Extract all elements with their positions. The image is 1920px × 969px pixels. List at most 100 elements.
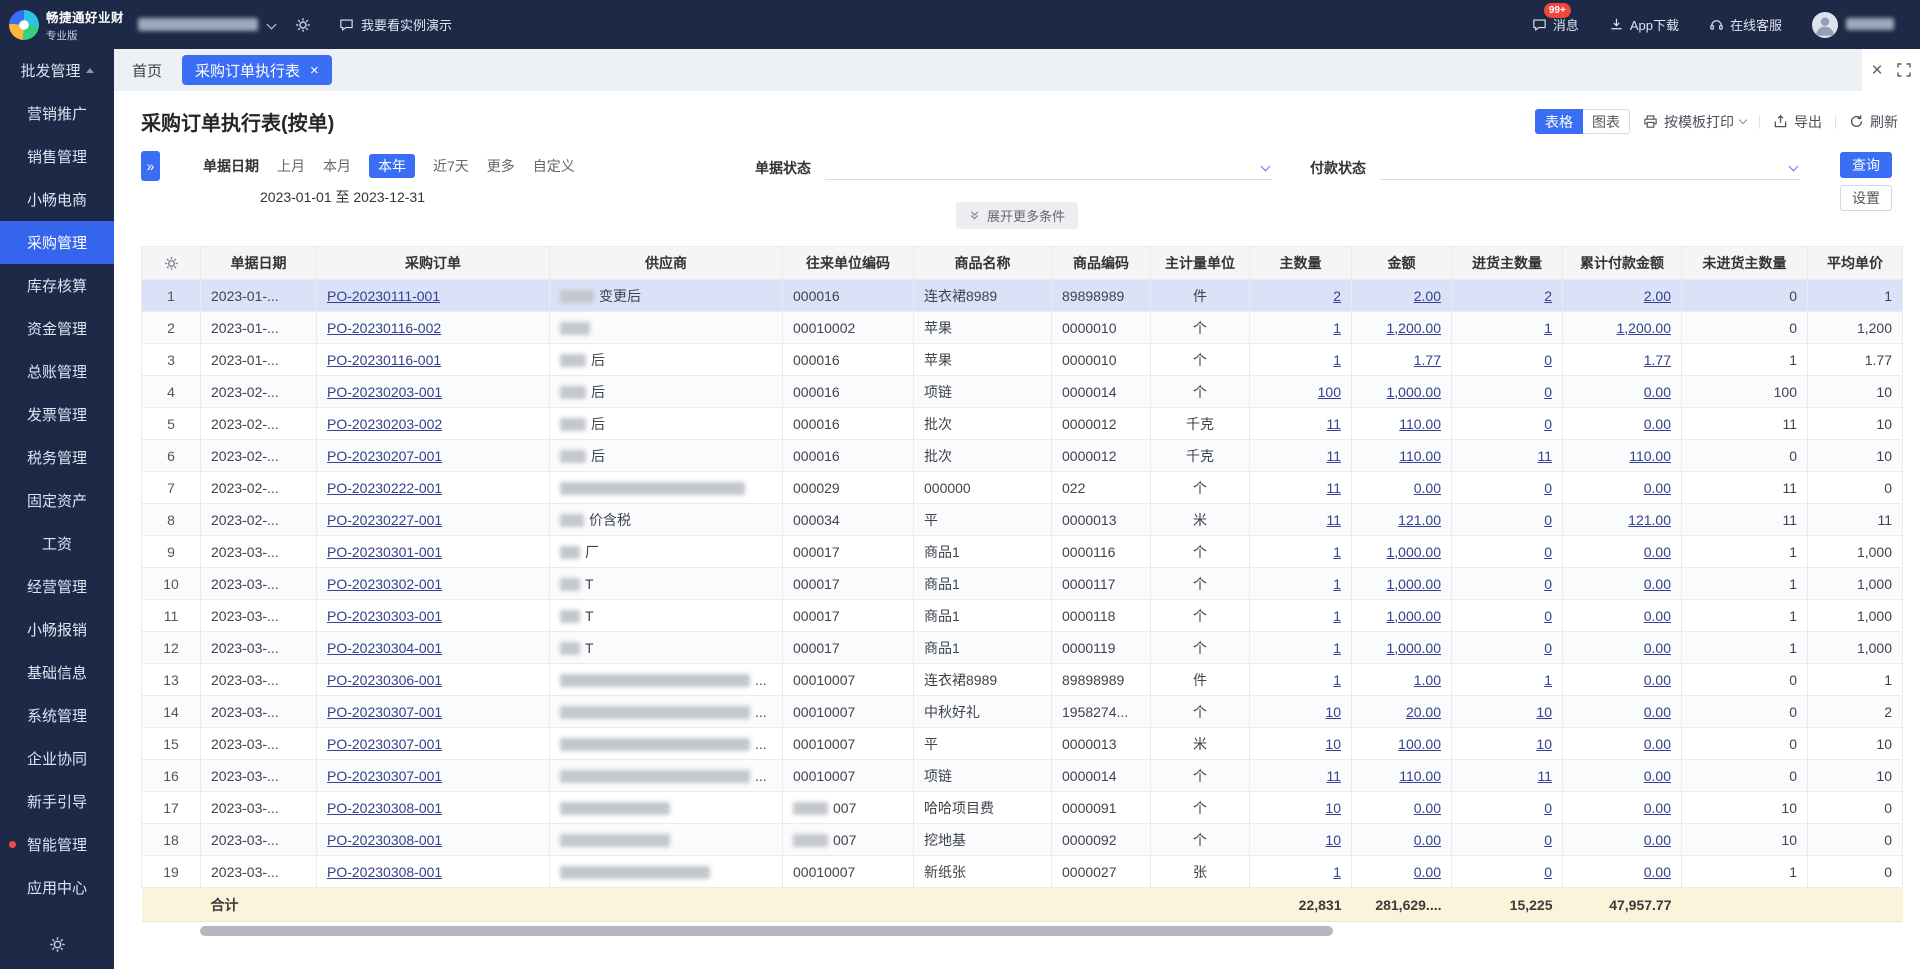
column-header-0[interactable]: 单据日期 [200,246,317,280]
date-option-3[interactable]: 近7天 [433,158,469,174]
paid-link[interactable]: 0.00 [1643,639,1671,656]
pqty-link[interactable]: 11 [1537,767,1552,784]
cell-pqty[interactable]: 0 [1451,407,1563,440]
cell-qty[interactable]: 1 [1249,343,1352,376]
po-link[interactable]: PO-20230307-001 [327,735,443,752]
table-row-9[interactable]: 9 2023-03-... PO-20230301-001 厂 000017 商品1 000… [141,535,1903,568]
cell-amt[interactable]: 100.00 [1351,727,1452,760]
column-header-4[interactable]: 商品名称 [913,246,1052,280]
pqty-link[interactable]: 0 [1544,799,1552,816]
column-header-9[interactable]: 进货主数量 [1451,246,1563,280]
paid-link[interactable]: 1.77 [1643,351,1671,368]
paid-link[interactable]: 0.00 [1643,415,1671,432]
pqty-link[interactable]: 0 [1544,511,1552,528]
amt-link[interactable]: 100.00 [1398,735,1441,752]
sidebar-item-15[interactable]: 系统管理 [0,694,114,737]
paid-link[interactable]: 121.00 [1628,511,1671,528]
paid-link[interactable]: 0.00 [1643,671,1671,688]
po-link[interactable]: PO-20230301-001 [327,543,443,560]
column-settings-gear-icon[interactable] [141,246,201,280]
print-template-button[interactable]: 按模板打印 [1643,112,1748,132]
amt-link[interactable]: 1.00 [1413,671,1441,688]
cell-po[interactable]: PO-20230116-002 [316,311,550,344]
cell-qty[interactable]: 11 [1249,471,1352,504]
pqty-link[interactable]: 0 [1544,351,1552,368]
qty-link[interactable]: 11 [1326,479,1341,496]
cell-paid[interactable]: 0.00 [1562,535,1682,568]
org-settings-gear-icon[interactable] [295,17,311,33]
table-row-15[interactable]: 15 2023-03-... PO-20230307-001... 00010007 平… [141,727,1903,760]
cell-paid[interactable]: 0.00 [1562,759,1682,792]
amt-link[interactable]: 1,000.00 [1386,639,1442,656]
sidebar-item-8[interactable]: 发票管理 [0,393,114,436]
cell-pqty[interactable]: 0 [1451,631,1563,664]
sidebar-item-4[interactable]: 采购管理 [0,221,114,264]
cell-amt[interactable]: 0.00 [1351,855,1452,888]
po-link[interactable]: PO-20230308-001 [327,831,443,848]
cell-po[interactable]: PO-20230203-001 [316,375,550,408]
qty-link[interactable]: 10 [1325,799,1341,816]
column-header-6[interactable]: 主计量单位 [1150,246,1250,280]
paid-link[interactable]: 0.00 [1643,383,1671,400]
sidebar-item-14[interactable]: 基础信息 [0,651,114,694]
po-link[interactable]: PO-20230116-001 [327,351,442,368]
qty-link[interactable]: 1 [1333,863,1341,880]
table-row-17[interactable]: 17 2023-03-... PO-20230308-001 007 哈哈项目费 0000… [141,791,1903,824]
table-row-7[interactable]: 7 2023-02-... PO-20230222-001 000029 000000 0… [141,471,1903,504]
expand-filter-panel-button[interactable]: » [141,151,160,181]
refresh-button[interactable]: 刷新 [1849,112,1898,132]
amt-link[interactable]: 0.00 [1413,863,1441,880]
column-header-1[interactable]: 采购订单 [316,246,550,280]
qty-link[interactable]: 1 [1333,671,1341,688]
cell-qty[interactable]: 11 [1249,439,1352,472]
pqty-link[interactable]: 1 [1544,319,1552,336]
po-link[interactable]: PO-20230203-001 [327,383,443,400]
cell-po[interactable]: PO-20230308-001 [316,823,550,856]
tab-close-icon[interactable]: × [310,61,319,79]
cell-paid[interactable]: 110.00 [1562,439,1682,472]
paid-link[interactable]: 2.00 [1643,287,1671,304]
table-row-13[interactable]: 13 2023-03-... PO-20230306-001... 00010007 连… [141,663,1903,696]
cell-paid[interactable]: 0.00 [1562,791,1682,824]
cell-pqty[interactable]: 0 [1451,599,1563,632]
cell-paid[interactable]: 0.00 [1562,599,1682,632]
sidebar-item-19[interactable]: 应用中心 [0,866,114,909]
table-row-18[interactable]: 18 2023-03-... PO-20230308-001 007 挖地基 000009… [141,823,1903,856]
tab-1[interactable]: 采购订单执行表 × [182,55,332,85]
settings-button[interactable]: 设置 [1840,185,1892,211]
qty-link[interactable]: 1 [1333,639,1341,656]
table-row-3[interactable]: 3 2023-01-... PO-20230116-001 后 000016 苹果 0000… [141,343,1903,376]
pqty-link[interactable]: 0 [1544,383,1552,400]
app-download-button[interactable]: App下载 [1609,15,1679,34]
cell-amt[interactable]: 1.00 [1351,663,1452,696]
sidebar-item-18[interactable]: 智能管理 [0,823,114,866]
qty-link[interactable]: 1 [1333,575,1341,592]
amt-link[interactable]: 110.00 [1399,447,1441,464]
pqty-link[interactable]: 0 [1544,543,1552,560]
cell-pqty[interactable]: 1 [1451,311,1563,344]
amt-link[interactable]: 110.00 [1399,415,1441,432]
cell-qty[interactable]: 1 [1249,567,1352,600]
po-link[interactable]: PO-20230111-001 [327,287,441,304]
amt-link[interactable]: 0.00 [1413,831,1441,848]
pqty-link[interactable]: 11 [1537,447,1552,464]
cell-paid[interactable]: 0.00 [1562,855,1682,888]
sidebar-item-7[interactable]: 总账管理 [0,350,114,393]
cell-pqty[interactable]: 11 [1451,759,1563,792]
cell-paid[interactable]: 0.00 [1562,567,1682,600]
column-header-8[interactable]: 金额 [1351,246,1452,280]
amt-link[interactable]: 0.00 [1413,479,1441,496]
column-header-2[interactable]: 供应商 [549,246,783,280]
date-option-5[interactable]: 自定义 [532,158,575,174]
po-link[interactable]: PO-20230307-001 [327,703,443,720]
export-button[interactable]: 导出 [1773,112,1822,132]
company-selector[interactable] [138,18,277,31]
sidebar-item-11[interactable]: 工资 [0,522,114,565]
cell-qty[interactable]: 10 [1249,791,1352,824]
cell-paid[interactable]: 1,200.00 [1562,311,1682,344]
cell-qty[interactable]: 11 [1249,759,1352,792]
close-all-tabs-icon[interactable]: × [1871,59,1883,81]
cell-qty[interactable]: 1 [1249,599,1352,632]
column-header-11[interactable]: 未进货主数量 [1681,246,1808,280]
cell-pqty[interactable]: 10 [1451,727,1563,760]
